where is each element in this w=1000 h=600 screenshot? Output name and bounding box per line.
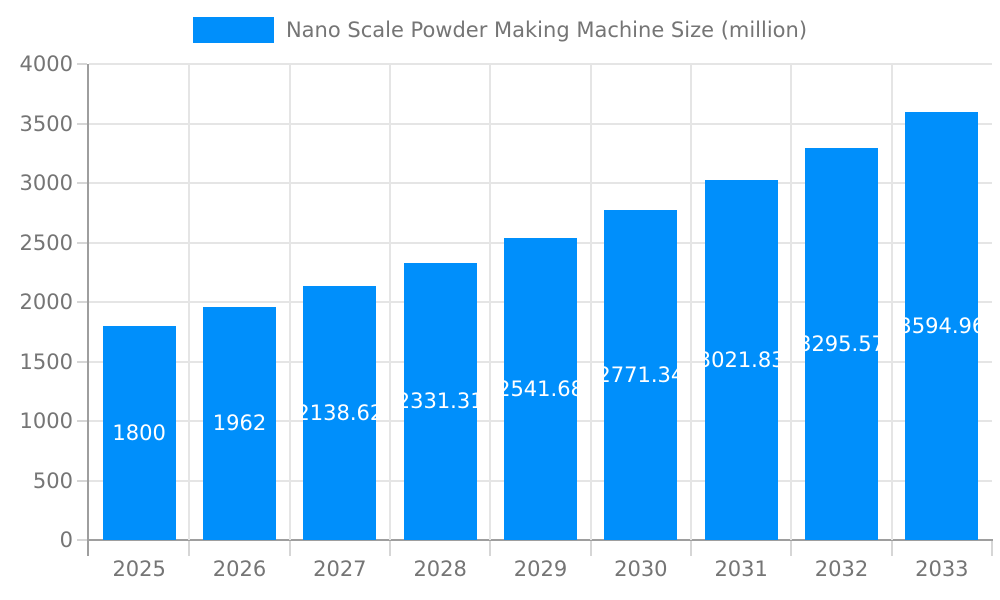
- y-tick-label: 3000: [19, 171, 73, 195]
- bar-value-label: 2541.68: [504, 376, 577, 401]
- x-tick-label: 2027: [313, 557, 367, 581]
- y-axis-tick: [77, 122, 87, 125]
- x-tick-label: 2029: [513, 557, 568, 581]
- chart-legend[interactable]: Nano Scale Powder Making Machine Size (m…: [0, 17, 1000, 43]
- y-axis-tick: [77, 539, 87, 541]
- y-tick-label: 1500: [19, 349, 73, 374]
- x-axis-tick: [790, 541, 793, 556]
- x-tick-label: 2030: [614, 557, 668, 581]
- gridline-vertical: [589, 64, 592, 540]
- y-axis-tick: [77, 420, 87, 422]
- bar-value-label: 1800: [112, 420, 166, 445]
- gridline-vertical: [489, 64, 492, 540]
- y-axis-tick: [77, 301, 87, 303]
- bar[interactable]: 1962: [203, 306, 276, 540]
- x-tick-label: 2033: [915, 557, 969, 581]
- gridline-vertical: [288, 64, 291, 540]
- y-axis-line: [87, 64, 89, 556]
- bar[interactable]: 2771.34: [604, 210, 678, 540]
- gridline-vertical: [790, 64, 793, 540]
- y-axis-tick: [77, 360, 87, 363]
- chart-title: Nano Scale Powder Making Machine Size (m…: [285, 18, 808, 42]
- gridline-horizontal: [89, 122, 992, 125]
- bar[interactable]: 2331.31: [403, 262, 477, 540]
- gridline-horizontal: [89, 182, 992, 184]
- x-axis-tick: [890, 541, 893, 556]
- bar-value-label: 3594.96: [905, 314, 978, 339]
- y-axis-tick: [77, 241, 87, 244]
- x-tick-label: 2026: [212, 557, 267, 581]
- y-axis-tick: [77, 63, 87, 65]
- bar[interactable]: 1800: [102, 325, 176, 540]
- bar[interactable]: 2541.68: [504, 237, 577, 540]
- y-axis-labels: 0 500 1000 1500 2000 2500 3000 3500 4000: [0, 52, 73, 552]
- y-tick-label: 2000: [19, 290, 73, 314]
- x-axis-tick: [690, 541, 692, 556]
- y-tick-label: 2500: [19, 230, 73, 255]
- bar-value-label: 3295.57: [805, 331, 878, 356]
- bar-value-label: 1962: [212, 411, 267, 436]
- y-axis-tick: [77, 182, 87, 184]
- gridline-vertical: [389, 64, 391, 540]
- x-axis-tick: [991, 541, 993, 556]
- y-tick-label: 500: [32, 468, 73, 493]
- x-tick-label: 2031: [714, 557, 768, 581]
- x-tick-label: 2028: [413, 557, 467, 581]
- x-axis-tick: [589, 541, 592, 556]
- x-tick-label: 2025: [112, 557, 166, 581]
- x-axis-labels: 2025 2026 2027 2028 2029 2030 2031 2032 2033: [89, 556, 992, 586]
- x-tick-label: 2032: [814, 557, 869, 581]
- gridline-horizontal: [89, 63, 992, 65]
- y-tick-label: 3500: [19, 111, 73, 136]
- x-axis-line: [87, 539, 993, 541]
- x-axis-tick: [288, 541, 291, 556]
- bar-value-label: 2771.34: [604, 363, 677, 388]
- bar-value-label: 2331.31: [404, 389, 477, 414]
- legend-swatch-icon: [192, 17, 274, 43]
- gridline-vertical: [188, 64, 191, 540]
- x-axis-tick: [188, 541, 191, 556]
- y-axis-tick: [77, 479, 87, 482]
- bar[interactable]: 3594.96: [905, 112, 979, 540]
- y-tick-label: 4000: [19, 52, 73, 76]
- bar[interactable]: 3295.57: [805, 147, 878, 540]
- x-axis-tick: [489, 541, 492, 556]
- y-tick-label: 1000: [19, 409, 73, 433]
- gridline-vertical: [690, 64, 692, 540]
- y-tick-label: 0: [59, 528, 73, 552]
- gridline-vertical: [890, 64, 893, 540]
- x-axis-tick: [389, 541, 391, 556]
